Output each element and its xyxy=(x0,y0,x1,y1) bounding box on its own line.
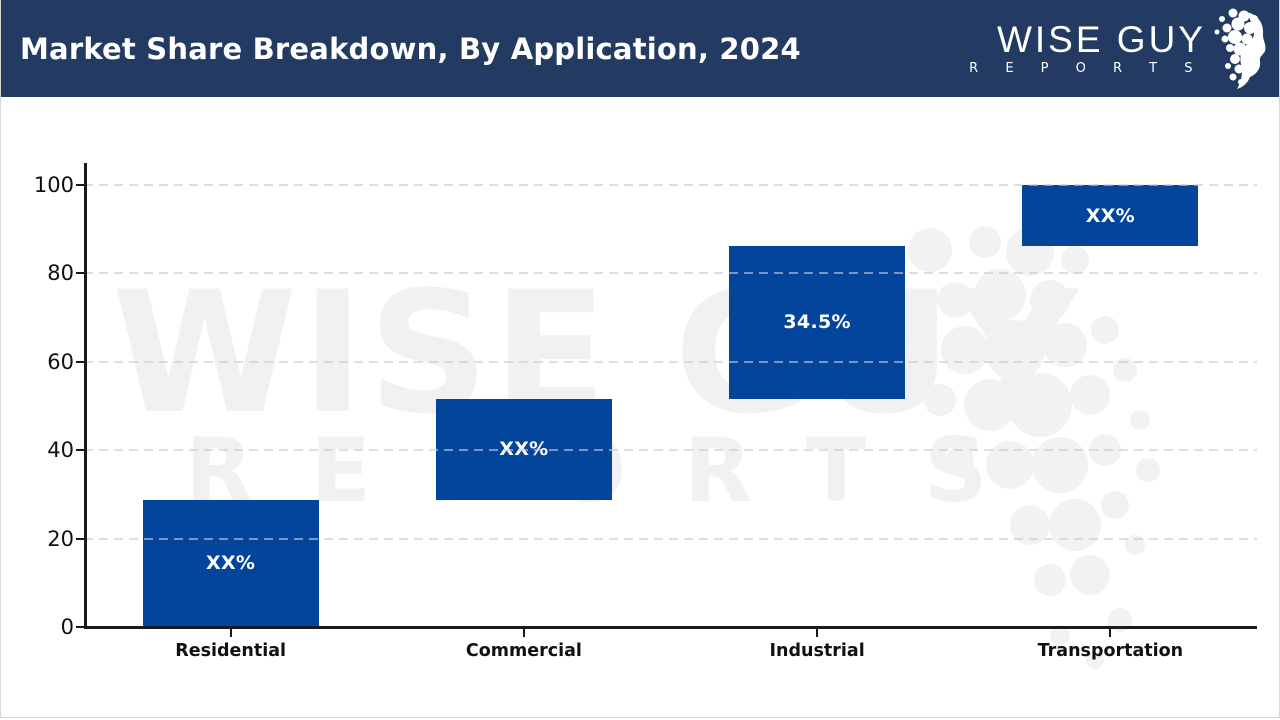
x-tick-mark xyxy=(522,629,525,637)
gridline-20 xyxy=(84,537,1257,540)
watermark-dot xyxy=(1086,651,1104,669)
y-axis-tick-label: 60 xyxy=(47,349,74,374)
watermark-dot xyxy=(1032,437,1088,493)
x-axis-label-industrial: Industrial xyxy=(769,641,865,661)
watermark-dot xyxy=(969,226,1001,258)
x-tick-mark xyxy=(229,629,232,637)
watermark-dot xyxy=(1125,535,1145,555)
watermark-dot xyxy=(1070,375,1110,415)
watermark-dot xyxy=(1008,373,1072,437)
y-tick-mark xyxy=(76,272,84,275)
watermark-dot xyxy=(1101,491,1129,519)
x-axis-label-residential: Residential xyxy=(175,641,287,661)
y-axis-tick-label: 0 xyxy=(60,615,74,639)
watermark-dot xyxy=(1091,316,1119,344)
bar-transportation: XX% xyxy=(1022,185,1199,247)
y-axis-tick-label: 20 xyxy=(47,526,74,551)
gridline-100 xyxy=(84,184,1257,187)
y-axis-spine xyxy=(84,163,87,629)
x-axis-spine xyxy=(84,626,1257,629)
y-axis-tick-label: 100 xyxy=(33,173,74,198)
watermark-dot xyxy=(937,282,973,318)
logo-wordmark: WISE GUY xyxy=(996,19,1206,60)
bar-value-label-commercial: XX% xyxy=(499,438,549,461)
y-tick-mark xyxy=(76,449,84,452)
logo-subtext: R E P O R T S xyxy=(969,61,1204,76)
watermark-dot xyxy=(1136,458,1160,482)
gridline-40 xyxy=(84,449,1257,452)
watermark-dot xyxy=(974,269,1026,321)
bar-industrial: 34.5% xyxy=(729,246,906,399)
watermark-dot xyxy=(1050,625,1070,645)
y-axis-tick-label: 80 xyxy=(47,261,74,286)
bar-commercial: XX% xyxy=(435,398,612,500)
watermark-dot xyxy=(908,228,952,272)
watermark-dot xyxy=(1049,499,1101,551)
header-bar: Market Share Breakdown, By Application, … xyxy=(0,0,1280,97)
y-tick-mark xyxy=(76,537,84,540)
watermark-dot xyxy=(964,379,1016,431)
watermark-dot xyxy=(1061,246,1089,274)
y-tick-mark xyxy=(76,184,84,187)
y-axis-tick-label: 40 xyxy=(47,438,74,463)
gridline-60 xyxy=(84,360,1257,363)
y-tick-mark xyxy=(76,626,84,628)
watermark-dot xyxy=(908,333,932,357)
bar-value-label-residential: XX% xyxy=(206,552,256,575)
wiseguy-head-icon xyxy=(1214,8,1266,89)
x-tick-mark xyxy=(816,629,819,637)
watermark-dot xyxy=(1034,564,1066,596)
bar-value-label-transportation: XX% xyxy=(1085,204,1135,227)
x-tick-mark xyxy=(1109,629,1112,637)
chart-area: WISE GUY REPORTS 0 20 40 60 80 100 XX% Resident… xyxy=(0,97,1280,720)
watermark-dot xyxy=(1043,323,1087,367)
x-axis-label-commercial: Commercial xyxy=(465,641,582,661)
x-axis-label-transportation: Transportation xyxy=(1037,641,1184,661)
watermark-dot xyxy=(1070,555,1110,595)
watermark-dot xyxy=(986,441,1034,489)
watermark-dot xyxy=(985,320,1045,380)
watermark-dot xyxy=(1030,280,1070,320)
watermark-dot xyxy=(1130,410,1150,430)
gridline-80 xyxy=(84,272,1257,275)
y-tick-mark xyxy=(76,360,84,363)
chart-title: Market Share Breakdown, By Application, … xyxy=(20,31,801,66)
bar-residential: XX% xyxy=(142,499,319,627)
watermark-dot xyxy=(924,384,956,416)
wiseguy-logo: WISE GUY R E P O R T S xyxy=(969,0,1268,97)
watermark-dot xyxy=(941,326,989,374)
bar-value-label-industrial: 34.5% xyxy=(783,311,851,334)
